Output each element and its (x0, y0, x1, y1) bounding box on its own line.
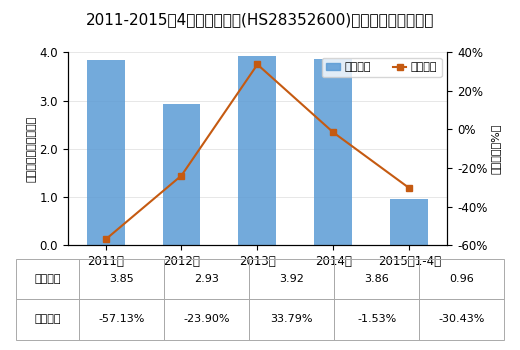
Text: 同比增长: 同比增长 (34, 315, 61, 324)
Bar (239, 56, 277, 245)
Bar (419, 299, 504, 340)
Bar (249, 299, 334, 340)
Bar (16, 299, 79, 340)
Text: 3.85: 3.85 (109, 274, 134, 284)
Text: 进口金额: 进口金额 (34, 274, 61, 284)
Text: 2011-2015年4月其他磷酸钙(HS28352600)进口总额及增速统计: 2011-2015年4月其他磷酸钙(HS28352600)进口总额及增速统计 (86, 12, 434, 27)
Text: 0.96: 0.96 (449, 274, 474, 284)
Text: 2.93: 2.93 (194, 274, 219, 284)
Text: 33.79%: 33.79% (270, 315, 313, 324)
Bar (249, 259, 334, 299)
Text: 3.86: 3.86 (365, 274, 389, 284)
Bar (334, 299, 419, 340)
Legend: 进口金额, 同比增长: 进口金额, 同比增长 (322, 58, 441, 77)
Bar (164, 259, 249, 299)
Bar (16, 259, 79, 299)
Bar (164, 299, 249, 340)
Text: -1.53%: -1.53% (357, 315, 396, 324)
Text: 3.92: 3.92 (279, 274, 304, 284)
Y-axis label: 进口金额（百万美元）: 进口金额（百万美元） (27, 116, 36, 182)
Bar (419, 259, 504, 299)
Bar (163, 104, 201, 245)
Y-axis label: 同比增长（%）: 同比增长（%） (490, 124, 500, 174)
Bar (87, 60, 125, 245)
Text: -57.13%: -57.13% (98, 315, 145, 324)
Bar (390, 199, 428, 245)
Bar (315, 59, 353, 245)
Bar (79, 299, 164, 340)
Text: -30.43%: -30.43% (439, 315, 485, 324)
Text: -23.90%: -23.90% (184, 315, 230, 324)
Bar (334, 259, 419, 299)
Bar (79, 259, 164, 299)
